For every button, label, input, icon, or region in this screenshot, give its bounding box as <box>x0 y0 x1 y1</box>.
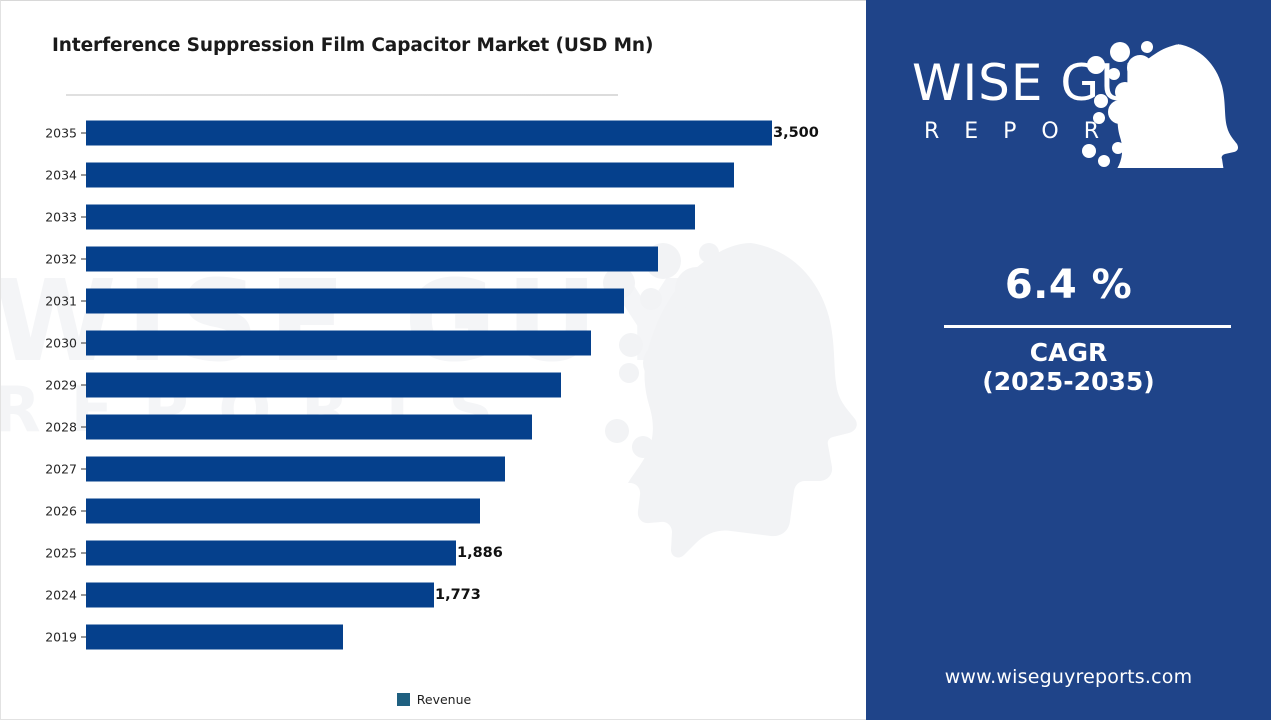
y-axis-tick-label: 2031 <box>45 293 77 309</box>
chart-row: 2028 <box>1 405 866 449</box>
bar-value-label: 1,773 <box>435 587 481 603</box>
bar-revenue-2034[interactable] <box>86 162 734 188</box>
y-axis-tick-label: 2029 <box>45 377 77 393</box>
website-url: www.wiseguyreports.com <box>944 666 1193 688</box>
cagr-value: 6.4 % <box>1004 262 1133 308</box>
chart-row: 2029 <box>1 363 866 407</box>
bar-revenue-2031[interactable] <box>86 288 624 314</box>
chart-row: 2027 <box>1 447 866 491</box>
bar-value-label: 3,500 <box>773 125 819 141</box>
y-axis-tick-label: 2034 <box>45 167 77 183</box>
bar-value-label: 1,886 <box>457 545 503 561</box>
chart-row: 2025 1,886 <box>1 531 866 575</box>
wiseguy-reports-logo: WISE GUY R E P O R T S <box>904 38 1244 168</box>
chart-row: 2032 <box>1 237 866 281</box>
y-axis-tick-mark <box>81 552 86 554</box>
bar-revenue-2035[interactable] <box>86 120 772 146</box>
bar-revenue-2032[interactable] <box>86 246 658 272</box>
y-axis-tick-mark <box>81 132 86 134</box>
brand-side-panel: WISE GUY R E P O R T S 6.4 % <box>866 0 1271 720</box>
chart-panel: WISE GUY REPORTS <box>0 0 866 720</box>
y-axis-tick-mark <box>81 174 86 176</box>
y-axis-tick-mark <box>81 510 86 512</box>
y-axis-tick-mark <box>81 636 86 638</box>
y-axis-tick-label: 2032 <box>45 251 77 267</box>
y-axis-tick-mark <box>81 300 86 302</box>
cagr-divider <box>944 325 1231 328</box>
bar-revenue-2019[interactable] <box>86 624 343 650</box>
y-axis-tick-label: 2028 <box>45 419 77 435</box>
cagr-range-text: (2025-2035) <box>982 367 1155 396</box>
cagr-caption-text: CAGR <box>1029 338 1108 367</box>
title-divider <box>66 94 618 96</box>
bar-revenue-2027[interactable] <box>86 456 505 482</box>
legend-label-revenue: Revenue <box>416 692 472 707</box>
y-axis-tick-mark <box>81 258 86 260</box>
y-axis-tick-label: 2025 <box>45 545 77 561</box>
y-axis-tick-mark <box>81 426 86 428</box>
y-axis-tick-label: 2030 <box>45 335 77 351</box>
bar-revenue-2026[interactable] <box>86 498 480 524</box>
chart-row: 2026 <box>1 489 866 533</box>
y-axis-tick-mark <box>81 216 86 218</box>
plot-area: 2035 3,500 2034 2033 2032 2031 2030 2029 2028 202… <box>1 1 866 719</box>
chart-row: 2035 3,500 <box>1 111 866 155</box>
chart-row: 2024 1,773 <box>1 573 866 617</box>
chart-row: 2034 <box>1 153 866 197</box>
cagr-caption: CAGR (2025-2035) <box>866 338 1271 396</box>
chart-row: 2030 <box>1 321 866 365</box>
legend-swatch-revenue <box>396 693 410 706</box>
head-profile-watermark-icon <box>601 241 866 571</box>
y-axis-tick-label: 2019 <box>45 629 77 645</box>
bar-revenue-2028[interactable] <box>86 414 532 440</box>
y-axis-tick-mark <box>81 594 86 596</box>
y-axis-tick-label: 2033 <box>45 209 77 225</box>
bar-revenue-2025[interactable] <box>86 540 456 566</box>
y-axis-tick-mark <box>81 468 86 470</box>
y-axis-tick-label: 2026 <box>45 503 77 519</box>
watermark-line-1: WISE GUY <box>0 257 699 387</box>
y-axis-tick-label: 2035 <box>45 125 77 141</box>
bar-revenue-2029[interactable] <box>86 372 561 398</box>
bar-revenue-2033[interactable] <box>86 204 695 230</box>
bar-revenue-2030[interactable] <box>86 330 591 356</box>
chart-row: 2031 <box>1 279 866 323</box>
bar-revenue-2024[interactable] <box>86 582 434 608</box>
chart-legend: Revenue <box>1 692 866 707</box>
y-axis-tick-mark <box>81 384 86 386</box>
y-axis-tick-label: 2027 <box>45 461 77 477</box>
y-axis-tick-label: 2024 <box>45 587 77 603</box>
y-axis-tick-mark <box>81 342 86 344</box>
page-title: Interference Suppression Film Capacitor … <box>52 35 654 56</box>
chart-row: 2033 <box>1 195 866 239</box>
chart-row: 2019 <box>1 615 866 659</box>
